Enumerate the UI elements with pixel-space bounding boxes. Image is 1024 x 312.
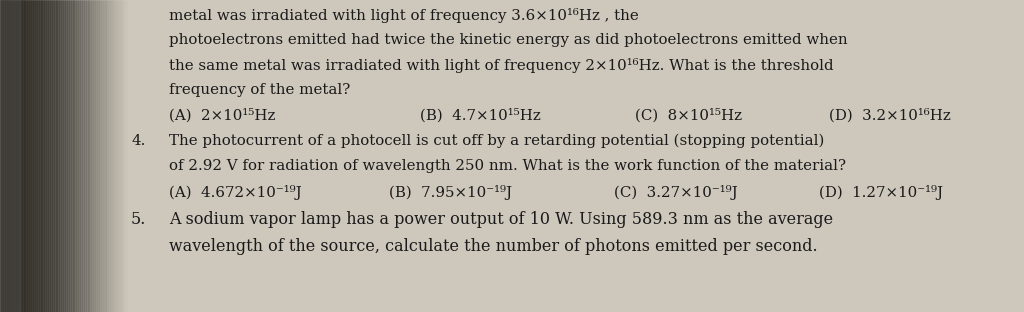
Text: (C)  3.27×10⁻¹⁹J: (C) 3.27×10⁻¹⁹J: [614, 185, 738, 200]
Text: metal was irradiated with light of frequency 3.6×10¹⁶Hz , the: metal was irradiated with light of frequ…: [169, 8, 639, 23]
Text: (B)  4.7×10¹⁵Hz: (B) 4.7×10¹⁵Hz: [420, 108, 541, 122]
Text: (C)  8×10¹⁵Hz: (C) 8×10¹⁵Hz: [635, 108, 741, 122]
Text: wavelength of the source, calculate the number of photons emitted per second.: wavelength of the source, calculate the …: [169, 238, 817, 255]
Text: of 2.92 V for radiation of wavelength 250 nm. What is the work function of the m: of 2.92 V for radiation of wavelength 25…: [169, 159, 846, 173]
Text: (A)  4.672×10⁻¹⁹J: (A) 4.672×10⁻¹⁹J: [169, 185, 302, 200]
Text: The photocurrent of a photocell is cut off by a retarding potential (stopping po: The photocurrent of a photocell is cut o…: [169, 134, 824, 149]
Text: (A)  2×10¹⁵Hz: (A) 2×10¹⁵Hz: [169, 108, 275, 122]
Text: frequency of the metal?: frequency of the metal?: [169, 83, 350, 97]
Text: (D)  1.27×10⁻¹⁹J: (D) 1.27×10⁻¹⁹J: [819, 185, 943, 200]
Text: photoelectrons emitted had twice the kinetic energy as did photoelectrons emitte: photoelectrons emitted had twice the kin…: [169, 33, 848, 47]
Text: 4.: 4.: [131, 134, 145, 148]
Text: the same metal was irradiated with light of frequency 2×10¹⁶Hz. What is the thre: the same metal was irradiated with light…: [169, 58, 834, 73]
Text: 5.: 5.: [131, 211, 146, 228]
Text: A sodium vapor lamp has a power output of 10 W. Using 589.3 nm as the average: A sodium vapor lamp has a power output o…: [169, 211, 834, 228]
Text: (B)  7.95×10⁻¹⁹J: (B) 7.95×10⁻¹⁹J: [389, 185, 512, 200]
Text: (D)  3.2×10¹⁶Hz: (D) 3.2×10¹⁶Hz: [829, 108, 951, 122]
